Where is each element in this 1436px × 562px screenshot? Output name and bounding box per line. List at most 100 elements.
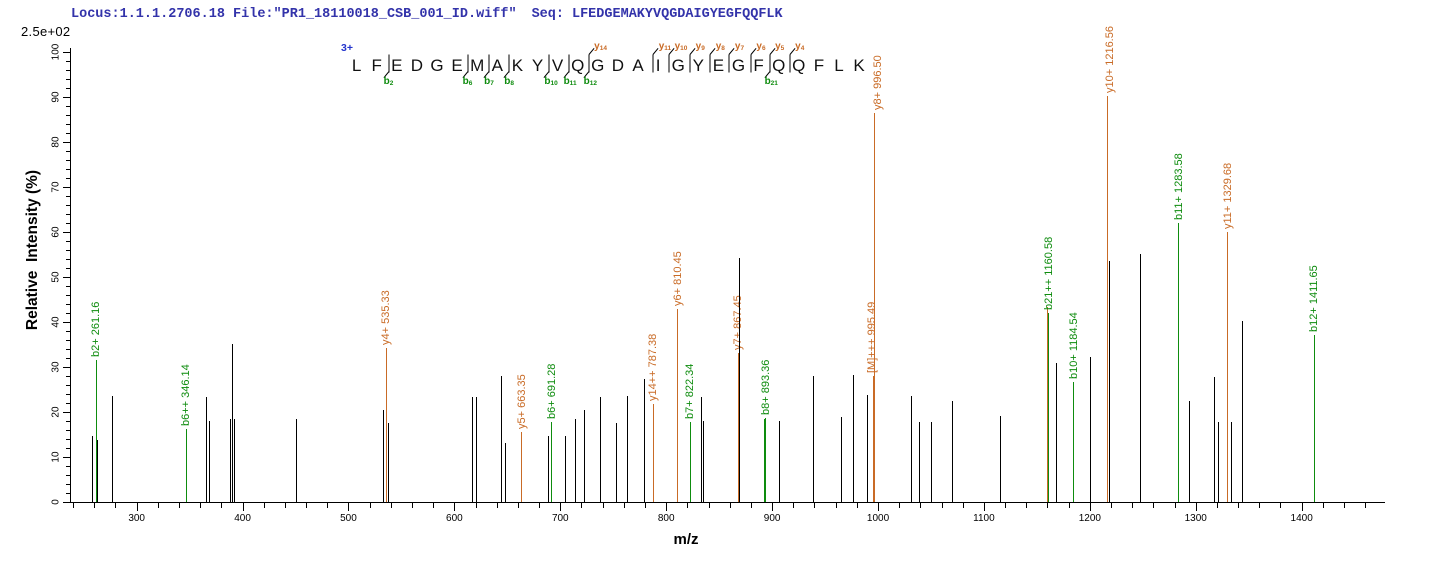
y-minor-tick: [65, 178, 71, 180]
fragment-marker-line: [508, 54, 510, 72]
peak: [1139, 253, 1141, 503]
fragment-marker-line: [388, 54, 390, 72]
y-minor-tick: [65, 475, 71, 477]
x-minor-tick: [602, 503, 604, 508]
fragment-marker-line: [668, 54, 670, 72]
sequence-residue: E: [451, 56, 463, 75]
fragment-marker-line: [488, 54, 490, 72]
y-minor-tick: [65, 331, 71, 333]
peak: [1188, 401, 1190, 503]
y-minor-tick: [65, 88, 71, 90]
x-minor-tick: [115, 503, 117, 508]
x-minor-tick: [412, 503, 414, 508]
y-ion-peak: [521, 431, 523, 503]
x-tick-label: 900: [763, 513, 781, 525]
x-minor-tick: [517, 503, 519, 508]
y-major-tick: [63, 187, 71, 189]
fragment-marker-line: [568, 54, 570, 72]
x-tick-label: 1400: [1290, 513, 1313, 525]
y-minor-tick: [65, 259, 71, 261]
x-tick-label: 1000: [866, 513, 890, 525]
peak: [910, 396, 912, 503]
peak: [952, 400, 954, 503]
y-ion-marker-label: y4: [795, 40, 805, 52]
b-ion-marker-label: b12: [583, 75, 598, 87]
sequence-residue: G: [671, 56, 685, 75]
x-minor-tick: [539, 503, 541, 508]
fragment-marker-line: [588, 54, 590, 72]
x-minor-tick: [941, 503, 943, 508]
peak: [1108, 261, 1110, 503]
y-ion-peak: [1047, 307, 1049, 503]
sequence-residue: A: [491, 56, 503, 75]
b-ion-peak: [763, 419, 765, 503]
y-minor-tick: [65, 205, 71, 207]
peak: [504, 442, 506, 503]
b-ion-peak: [689, 422, 691, 503]
y-minor-tick: [65, 268, 71, 270]
fragment-marker-line: [689, 54, 691, 72]
y-minor-tick: [65, 349, 71, 351]
y-minor-tick: [65, 223, 71, 225]
x-minor-tick: [750, 503, 752, 508]
sequence-residue: D: [410, 56, 424, 75]
x-major-tick: [560, 503, 562, 511]
fragment-marker-line: [789, 54, 791, 72]
y-minor-tick: [65, 151, 71, 153]
precursor-charge-label: 3+: [341, 41, 353, 54]
x-major-tick: [1195, 503, 1197, 511]
x-major-tick: [1301, 503, 1303, 511]
x-minor-tick: [581, 503, 583, 508]
sequence-residue: V: [551, 56, 564, 75]
x-minor-tick: [1280, 503, 1282, 508]
x-minor-tick: [433, 503, 435, 508]
y-major-tick: [63, 367, 71, 369]
y-axis-line: [69, 48, 72, 504]
sequence-residue: Y: [692, 56, 704, 75]
x-minor-tick: [708, 503, 710, 508]
fragment-marker-line: [689, 47, 696, 55]
y-minor-tick: [65, 124, 71, 126]
peak: [1213, 376, 1215, 503]
x-minor-tick: [1026, 503, 1028, 508]
peak: [91, 436, 93, 503]
peak: [229, 419, 231, 503]
b-ion-marker-label: b2: [383, 75, 394, 87]
sequence-residue: A: [632, 56, 644, 75]
x-minor-tick: [645, 503, 647, 508]
b-ion-peak: [1048, 312, 1050, 503]
fragment-marker-line: [588, 47, 595, 55]
peak: [575, 419, 577, 503]
peak: [382, 410, 384, 503]
sequence-residue: L: [834, 56, 844, 75]
x-major-tick: [348, 503, 350, 511]
y-minor-tick: [65, 448, 71, 450]
peak: [1056, 362, 1058, 503]
sequence-residue: M: [470, 56, 485, 75]
b-ion-peak: [765, 418, 767, 503]
x-major-tick: [136, 503, 138, 511]
x-minor-tick: [962, 503, 964, 508]
peak: [626, 395, 628, 503]
x-minor-tick: [1322, 503, 1324, 508]
b-ion-marker-label: b7: [484, 75, 494, 87]
x-minor-tick: [475, 503, 477, 508]
x-tick-label: 1100: [973, 513, 995, 525]
x-minor-tick: [856, 503, 858, 508]
y-ion-marker-label: y5: [775, 40, 785, 52]
fragment-marker-line: [652, 54, 654, 72]
y-minor-tick: [65, 304, 71, 306]
y-minor-tick: [65, 241, 71, 243]
peak: [919, 422, 921, 503]
fragment-marker-line: [652, 47, 659, 55]
y-minor-tick: [65, 250, 71, 252]
fragment-marker-line: [709, 47, 716, 55]
x-minor-tick: [1111, 503, 1113, 508]
x-major-tick: [242, 503, 244, 511]
sequence-residue: G: [430, 56, 444, 75]
x-minor-tick: [1344, 503, 1345, 508]
y-minor-tick: [65, 403, 71, 405]
peak: [206, 396, 208, 503]
